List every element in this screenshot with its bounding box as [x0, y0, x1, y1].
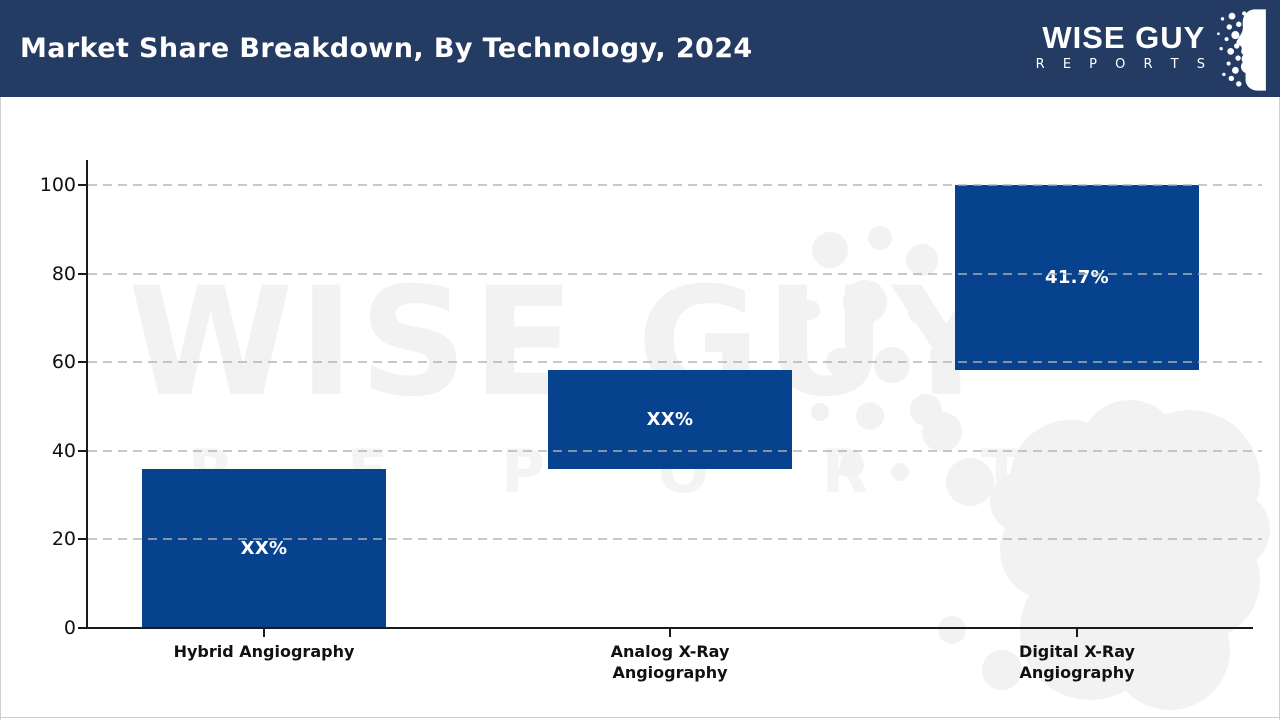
y-tick-label: 20 — [51, 528, 76, 551]
bar-value-label: 41.7% — [1045, 266, 1109, 288]
y-axis-tick — [78, 272, 86, 275]
y-axis-line — [86, 160, 88, 629]
x-axis-line — [86, 627, 1253, 629]
gridline — [88, 449, 1262, 452]
page-border-left — [0, 97, 1, 720]
y-tick-label: 100 — [39, 174, 76, 196]
brand-logo: WISE GUY R E P O R T S — [1036, 8, 1266, 92]
x-category-label: Analog X-Ray Angiography — [610, 642, 730, 682]
y-axis-tick — [78, 361, 86, 364]
y-tick-label: 80 — [51, 262, 76, 285]
x-category-label: Digital X-Ray Angiography — [1019, 642, 1135, 682]
y-tick-label: 40 — [51, 439, 76, 462]
header-bar: Market Share Breakdown, By Technology, 2… — [0, 0, 1280, 97]
y-tick-label: 0 — [63, 617, 76, 639]
x-axis-tick — [669, 629, 671, 637]
bar: XX% — [142, 468, 386, 628]
logo-subtitle: R E P O R T S — [1035, 56, 1212, 72]
gridline — [88, 361, 1262, 364]
y-axis-tick — [78, 184, 86, 186]
page-border-bottom — [0, 717, 1280, 718]
gridline — [88, 184, 1262, 186]
x-axis-tick — [263, 629, 265, 637]
x-category-label: Hybrid Angiography — [173, 642, 355, 661]
y-tick-label: 60 — [51, 351, 76, 374]
bar: 41.7% — [955, 185, 1199, 370]
y-axis-tick — [78, 627, 86, 629]
gridline — [88, 538, 1262, 541]
x-axis-tick — [1076, 629, 1078, 637]
bar-value-label: XX% — [240, 537, 288, 559]
face-profile-icon — [1217, 9, 1266, 91]
page-title: Market Share Breakdown, By Technology, 2… — [20, 33, 753, 64]
y-axis-tick — [78, 538, 86, 541]
bar: XX% — [548, 369, 792, 469]
bar-value-label: XX% — [646, 408, 694, 430]
y-axis-tick — [78, 449, 86, 452]
logo-wordmark: WISE GUY — [1042, 20, 1206, 55]
gridline — [88, 272, 1262, 275]
